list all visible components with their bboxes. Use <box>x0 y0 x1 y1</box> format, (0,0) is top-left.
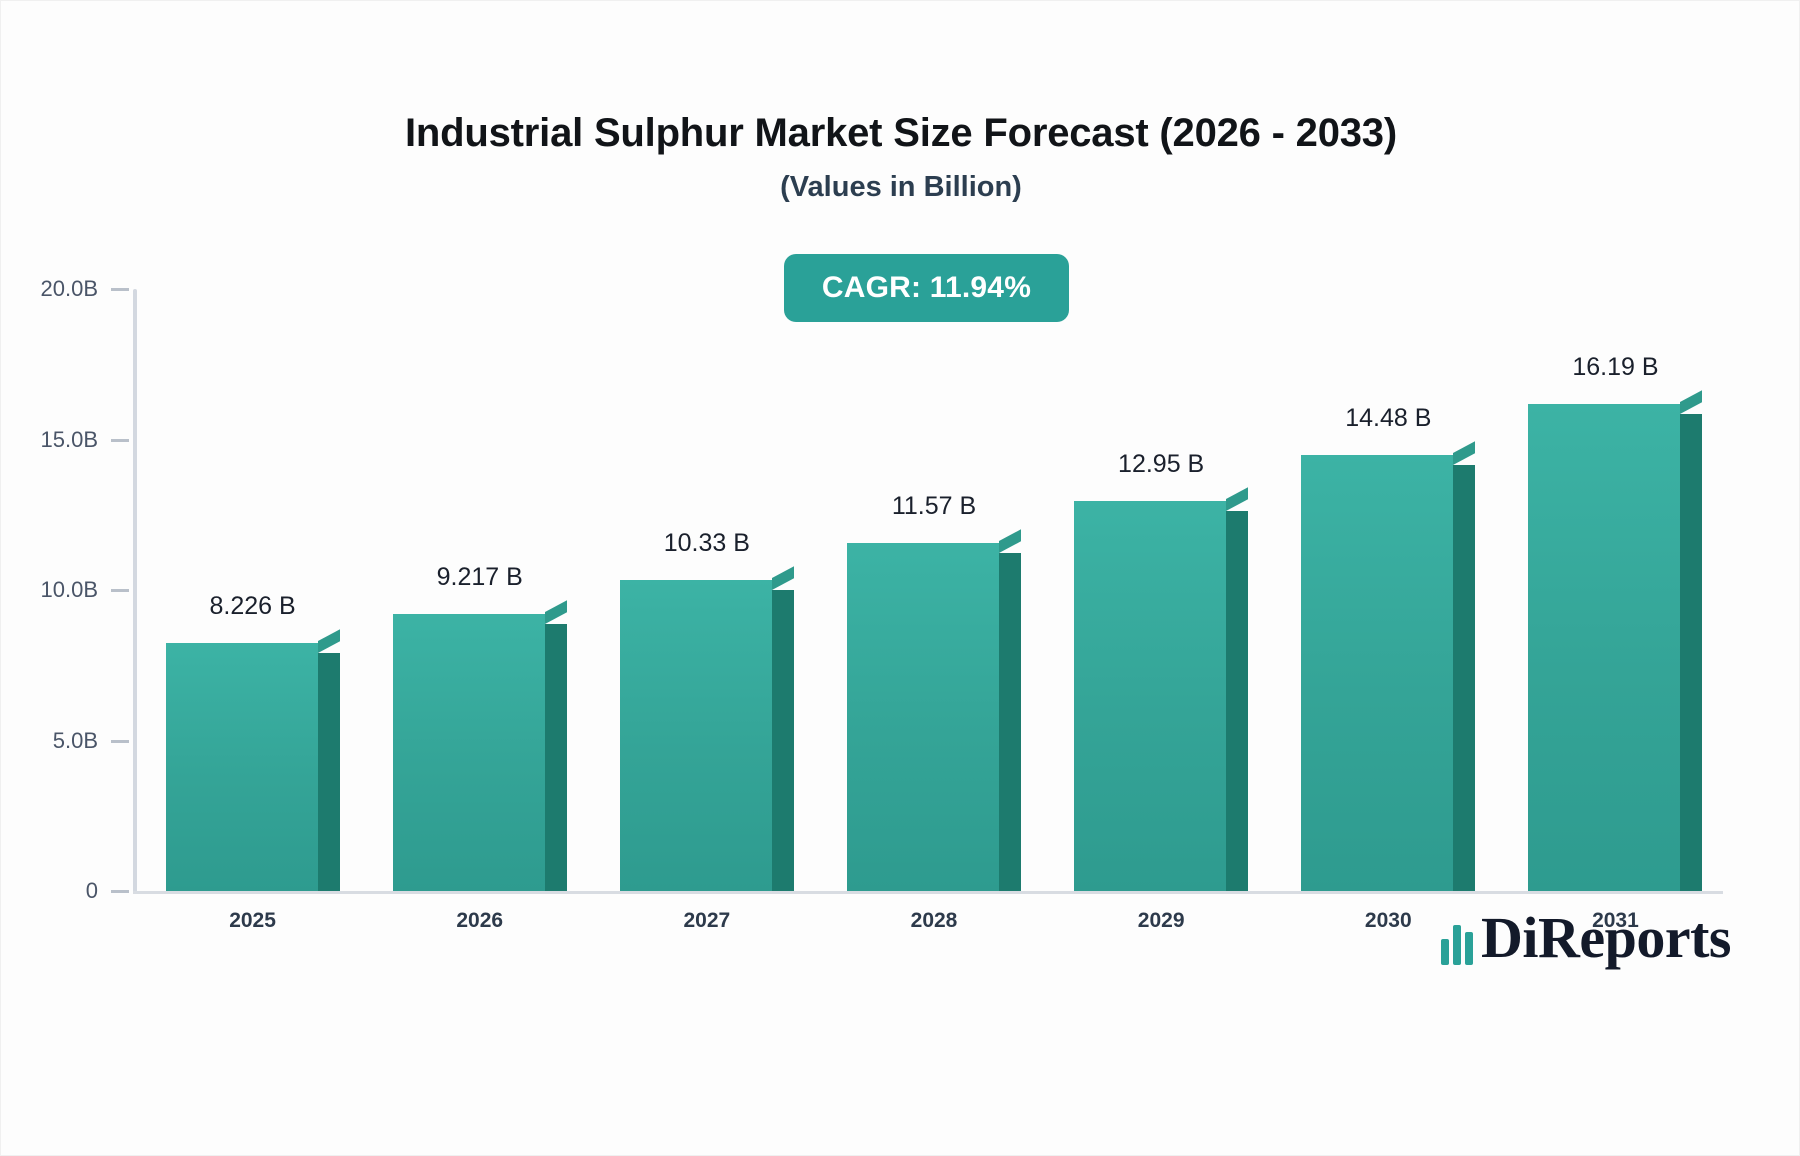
bar-value-label: 9.217 B <box>436 562 523 591</box>
bar-top-face <box>317 629 340 654</box>
bar-value-label: 12.95 B <box>1118 450 1205 479</box>
x-tick-label: 2025 <box>229 909 276 932</box>
chart-title: Industrial Sulphur Market Size Forecast … <box>405 111 1397 155</box>
bar-top-face <box>544 599 567 624</box>
bar-top-face <box>999 529 1021 553</box>
bar[interactable] <box>392 599 567 891</box>
bar-value-label: 8.226 B <box>209 592 296 621</box>
bar-top-face <box>1680 389 1703 414</box>
y-tick-label: 0 <box>85 878 98 903</box>
y-tick-mark <box>111 438 129 442</box>
chart-subtitle: (Values in Billion) <box>780 171 1022 203</box>
bar[interactable] <box>847 529 1021 891</box>
bar-series: 8.226 B 9.217 B 10.33 B 11.57 B 12.95 B 14.48… <box>133 289 1723 891</box>
bar-front-face <box>1074 501 1227 891</box>
bar[interactable] <box>619 566 794 891</box>
bar-side-face <box>317 653 340 891</box>
y-tick-mark <box>111 739 129 743</box>
brand-name: DiReports <box>1480 904 1732 970</box>
plot-area: 0 5.0B 10.0B 15.0B 20.0B 8.226 B 9.217 B 10.33… <box>41 276 1723 903</box>
bar-top-face <box>1453 441 1476 466</box>
bar[interactable] <box>1301 441 1476 891</box>
x-tick-label: 2031 <box>1592 909 1639 932</box>
bar-side-face <box>1226 511 1249 891</box>
x-tick-label: 2028 <box>910 909 958 932</box>
cagr-badge-label: CAGR: 11.94% <box>821 271 1032 304</box>
bar-side-face <box>1453 465 1476 891</box>
bar-side-face <box>544 623 567 891</box>
y-tick-label: 20.0B <box>40 276 99 301</box>
bar-value-label: 10.33 B <box>663 529 750 558</box>
y-tick-mark <box>111 890 129 893</box>
bar[interactable] <box>1528 389 1703 891</box>
y-tick-label: 10.0B <box>40 577 99 602</box>
y-tick-label: 15.0B <box>40 426 99 452</box>
brand-logo: DiReports <box>1440 904 1732 970</box>
y-tick-mark <box>111 288 129 291</box>
x-tick-label: 2027 <box>683 909 731 932</box>
bar-side-face <box>771 590 794 891</box>
x-tick-label: 2029 <box>1137 909 1185 932</box>
bar[interactable] <box>1074 487 1249 891</box>
y-tick-label: 5.0B <box>52 727 98 753</box>
bar-value-label: 14.48 B <box>1345 404 1432 433</box>
bar-front-face <box>1301 455 1454 891</box>
bar-front-face <box>1528 403 1681 891</box>
x-tick-label: 2026 <box>456 909 504 932</box>
bar-front-face <box>847 542 999 891</box>
bar-top-face <box>1226 487 1249 512</box>
bar-side-face <box>999 552 1021 891</box>
bar-chart-icon <box>1440 919 1473 965</box>
y-axis-line <box>133 289 137 894</box>
bar-top-face <box>771 566 794 591</box>
bar[interactable] <box>165 629 340 891</box>
bar-front-face <box>619 580 772 891</box>
cagr-badge: CAGR: 11.94% <box>784 254 1069 322</box>
bar-side-face <box>1680 413 1703 891</box>
bar-value-label: 16.19 B <box>1572 352 1659 381</box>
x-tick-label: 2030 <box>1364 909 1412 932</box>
bar-front-face <box>165 643 318 891</box>
x-axis-line <box>133 891 1723 894</box>
bar-value-label: 11.57 B <box>891 491 977 520</box>
bar-front-face <box>392 613 545 891</box>
y-tick-mark <box>111 589 129 592</box>
